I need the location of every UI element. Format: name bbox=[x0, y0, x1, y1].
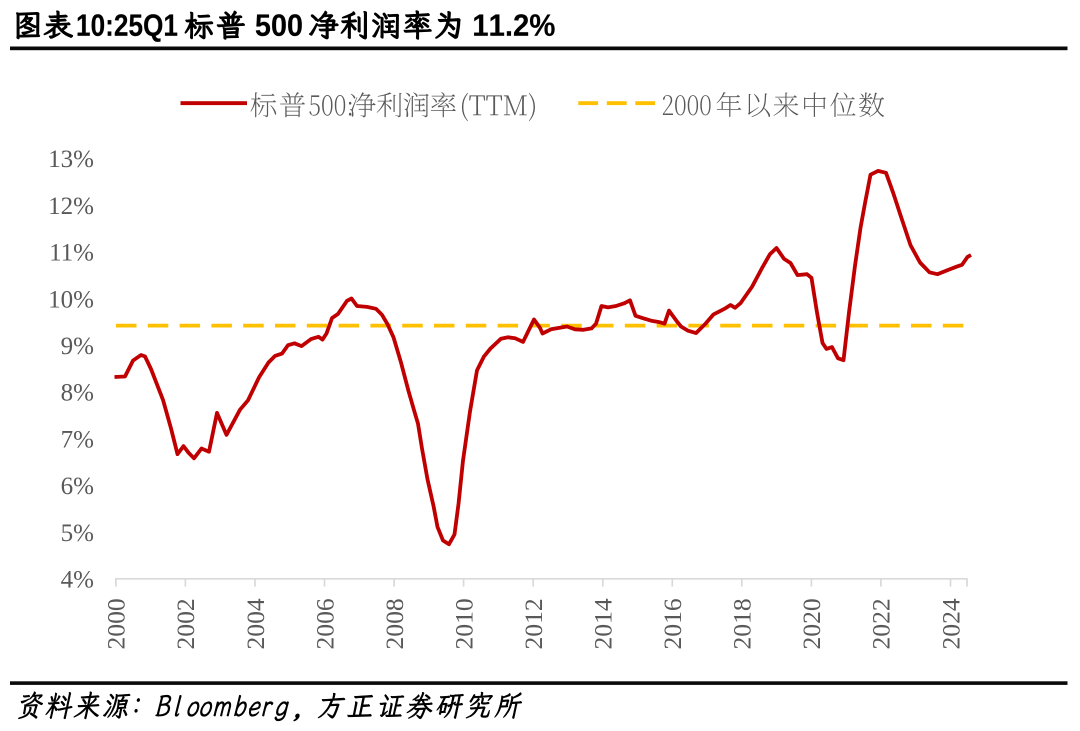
svg-text:2008: 2008 bbox=[380, 598, 409, 649]
svg-text:2022: 2022 bbox=[867, 598, 896, 649]
svg-text:2002: 2002 bbox=[171, 598, 200, 649]
svg-text:2010: 2010 bbox=[449, 598, 478, 649]
svg-text:2014: 2014 bbox=[589, 598, 618, 649]
svg-text:13%: 13% bbox=[48, 146, 94, 173]
svg-text:2006: 2006 bbox=[310, 598, 339, 649]
svg-text:2024: 2024 bbox=[936, 598, 965, 649]
svg-text:2020: 2020 bbox=[797, 598, 826, 649]
svg-text:2004: 2004 bbox=[241, 598, 270, 649]
svg-text:5%: 5% bbox=[61, 520, 94, 547]
svg-text:2000: 2000 bbox=[102, 598, 131, 649]
svg-text:4%: 4% bbox=[61, 567, 94, 594]
svg-text:11%: 11% bbox=[49, 240, 94, 267]
svg-text:2012: 2012 bbox=[519, 598, 548, 649]
svg-text:9%: 9% bbox=[61, 333, 94, 360]
svg-text:7%: 7% bbox=[61, 426, 94, 453]
svg-text:2016: 2016 bbox=[658, 598, 687, 649]
svg-text:10%: 10% bbox=[48, 286, 94, 313]
svg-text:8%: 8% bbox=[61, 380, 94, 407]
svg-text:12%: 12% bbox=[48, 193, 94, 220]
svg-text:2018: 2018 bbox=[728, 598, 757, 649]
svg-text:6%: 6% bbox=[61, 473, 94, 500]
